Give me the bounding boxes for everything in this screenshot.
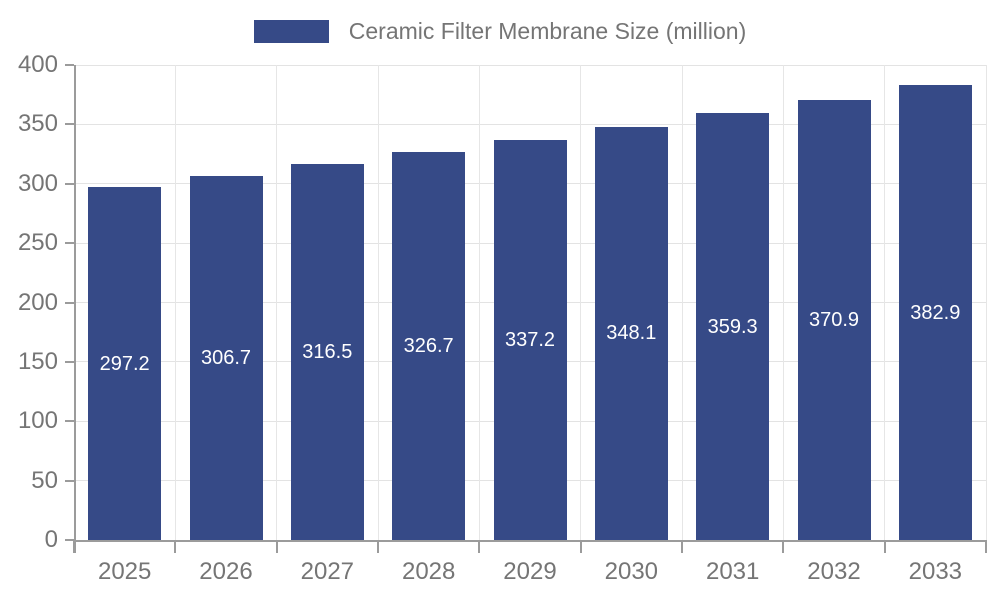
y-tick-300 <box>65 182 74 185</box>
x-tick-1 <box>174 540 177 553</box>
bar-value-2031: 359.3 <box>707 315 758 338</box>
x-gridline-2 <box>276 65 278 540</box>
y-tick-50 <box>65 479 74 482</box>
x-gridline-1 <box>174 65 176 540</box>
x-tick-label-2027: 2027 <box>300 558 355 585</box>
bar-value-2027: 316.5 <box>302 341 353 364</box>
x-tick-label-2030: 2030 <box>604 558 659 585</box>
x-tick-label-2026: 2026 <box>199 558 253 585</box>
y-tick-0 <box>65 539 74 541</box>
legend: Ceramic Filter Membrane Size (million) <box>0 18 1000 45</box>
y-tick-label-250: 250 <box>17 229 58 257</box>
y-tick-label-350: 350 <box>17 110 58 138</box>
bar-2026[interactable] <box>189 175 263 540</box>
x-gridline-5 <box>580 65 582 540</box>
x-gridline-3 <box>377 65 379 540</box>
bar-value-2028: 326.7 <box>403 335 454 358</box>
y-axis-line <box>74 65 76 553</box>
x-tick-8 <box>883 540 886 553</box>
legend-swatch <box>253 20 329 43</box>
y-tick-label-150: 150 <box>17 347 58 375</box>
bar-2031[interactable] <box>696 113 770 540</box>
y-gridline-350 <box>74 123 986 125</box>
bar-value-2033: 382.9 <box>910 301 961 324</box>
x-tick-label-2032: 2032 <box>807 558 861 585</box>
x-tick-label-2029: 2029 <box>503 558 557 585</box>
y-tick-350 <box>65 123 74 126</box>
x-tick-3 <box>377 540 379 553</box>
bar-2027[interactable] <box>290 164 364 540</box>
x-axis-line <box>74 540 986 542</box>
x-tick-4 <box>478 540 481 553</box>
y-tick-250 <box>65 242 74 245</box>
x-tick-2 <box>275 540 278 553</box>
x-tick-7 <box>782 540 785 553</box>
bar-2028[interactable] <box>392 152 466 540</box>
x-tick-label-2033: 2033 <box>908 558 963 585</box>
plot-area: 0 50 100 150 200 250 300 350 400 297.2 2025 306.7 20… <box>18 53 987 585</box>
y-tick-label-400: 400 <box>17 51 58 78</box>
x-gridline-7 <box>782 65 784 540</box>
bar-2033[interactable] <box>898 85 972 540</box>
x-gridline-8 <box>884 65 886 540</box>
bar-value-2030: 348.1 <box>606 322 657 345</box>
x-tick-6 <box>681 540 683 553</box>
legend-label: Ceramic Filter Membrane Size (million) <box>348 18 747 44</box>
x-tick-label-2028: 2028 <box>401 558 456 585</box>
bar-2030[interactable] <box>594 126 668 540</box>
bar-value-2026: 306.7 <box>200 346 252 369</box>
x-tick-label-2025: 2025 <box>97 558 152 585</box>
y-tick-100 <box>65 420 74 423</box>
y-tick-label-0: 0 <box>44 526 58 553</box>
bar-value-2025: 297.2 <box>99 352 150 375</box>
x-tick-label-2031: 2031 <box>705 558 760 585</box>
y-tick-400 <box>65 64 74 66</box>
y-tick-label-200: 200 <box>17 288 58 316</box>
x-gridline-4 <box>478 65 480 540</box>
x-gridline-6 <box>681 65 683 540</box>
y-tick-200 <box>65 301 74 304</box>
y-tick-label-50: 50 <box>31 466 58 494</box>
y-tick-150 <box>65 360 74 363</box>
bar-value-2032: 370.9 <box>808 308 860 331</box>
bar-2029[interactable] <box>493 139 567 540</box>
y-tick-label-100: 100 <box>17 407 58 435</box>
x-tick-5 <box>579 540 582 553</box>
x-tick-9 <box>985 540 987 553</box>
x-gridline-9 <box>985 65 987 540</box>
bar-value-2029: 337.2 <box>504 328 556 351</box>
bar-2025[interactable] <box>88 187 162 540</box>
y-gridline-400 <box>74 64 986 66</box>
bar-2032[interactable] <box>797 99 871 540</box>
y-tick-label-300: 300 <box>17 169 58 197</box>
